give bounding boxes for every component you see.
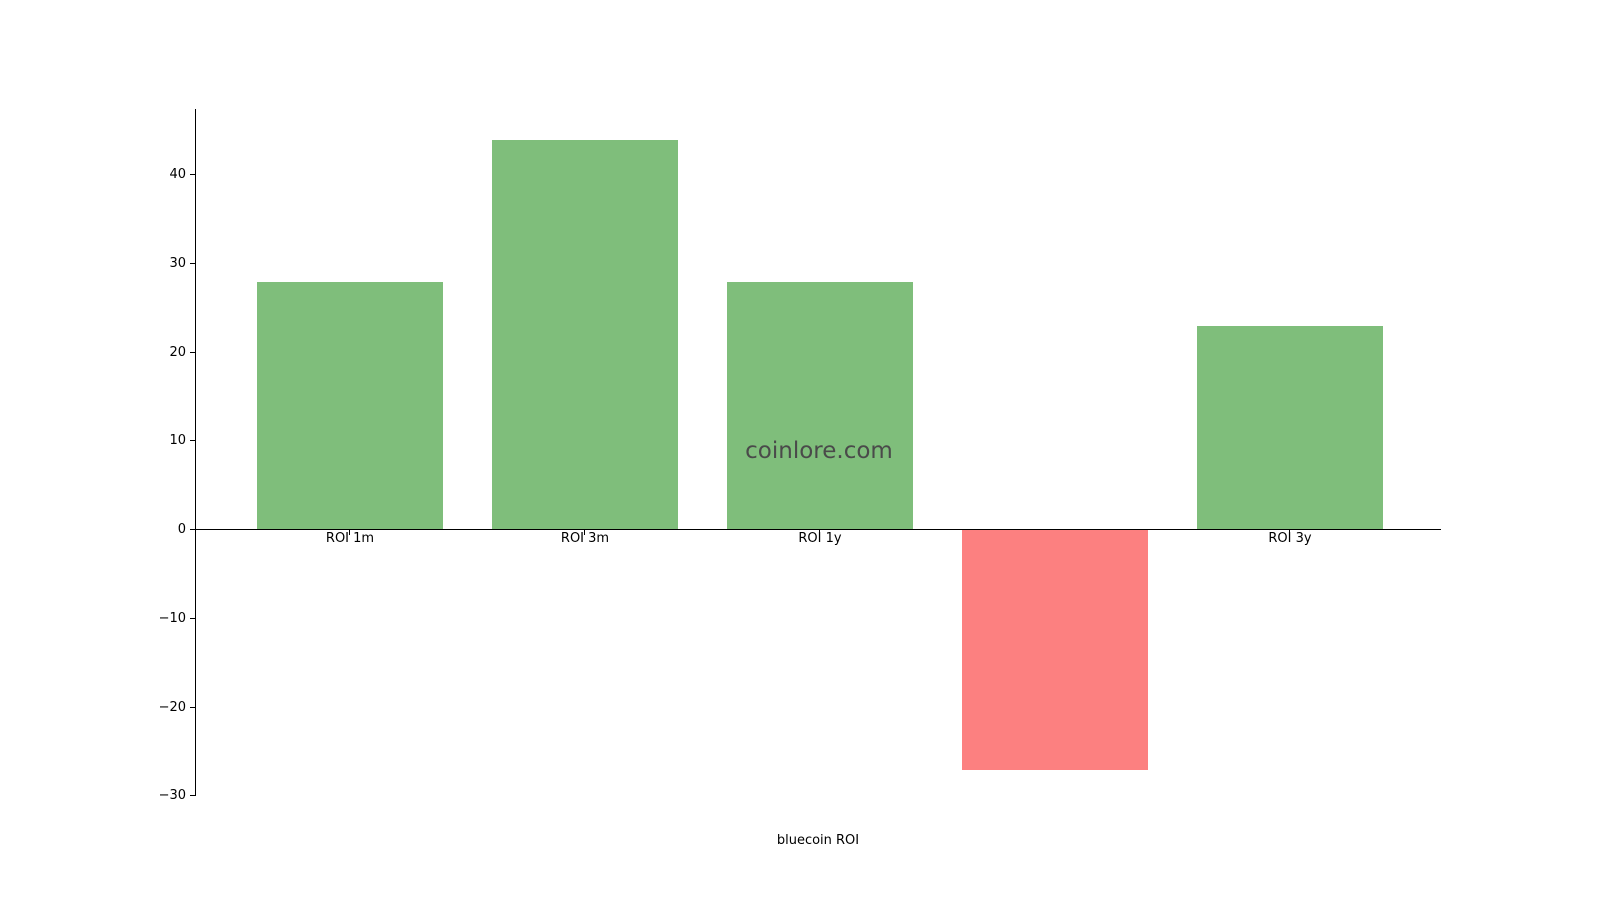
- y-tick: [190, 351, 195, 353]
- x-tick: [1289, 530, 1290, 535]
- x-tick-label: ROI 3m: [560, 531, 610, 546]
- bar-roi-3y: [1197, 325, 1383, 530]
- y-tick-label: −10: [158, 610, 186, 626]
- y-tick: [190, 174, 195, 175]
- y-tick-label: 30: [169, 255, 186, 271]
- y-tick-label: 40: [169, 167, 186, 182]
- y-tick: [190, 617, 195, 619]
- y-tick-label: 0: [177, 522, 186, 537]
- watermark: coinlore.com: [745, 438, 893, 464]
- y-tick-label: −30: [158, 788, 186, 804]
- bar-roi-1m: [257, 281, 443, 530]
- y-tick-label: 10: [169, 433, 186, 449]
- y-tick-label: 20: [169, 344, 186, 360]
- y-tick-label: −20: [158, 699, 186, 715]
- x-tick: [584, 530, 585, 535]
- bar-roi-1y: [727, 281, 913, 530]
- y-axis-spine: [195, 109, 196, 797]
- y-tick: [190, 440, 195, 442]
- bar-unlabeled-3: [962, 530, 1148, 770]
- x-tick-label: ROI 3y: [1268, 531, 1312, 546]
- x-tick: [819, 530, 820, 535]
- chart-xlabel: bluecoin ROI: [776, 833, 860, 848]
- bar-roi-3m: [492, 139, 678, 530]
- y-tick: [190, 795, 195, 797]
- x-tick-label: ROI 1y: [798, 531, 842, 546]
- y-tick: [190, 262, 195, 264]
- x-tick-label: ROI 1m: [325, 531, 375, 546]
- x-tick: [349, 530, 350, 535]
- y-tick: [190, 529, 195, 530]
- y-tick: [190, 706, 195, 708]
- x-axis-line: [196, 529, 1441, 530]
